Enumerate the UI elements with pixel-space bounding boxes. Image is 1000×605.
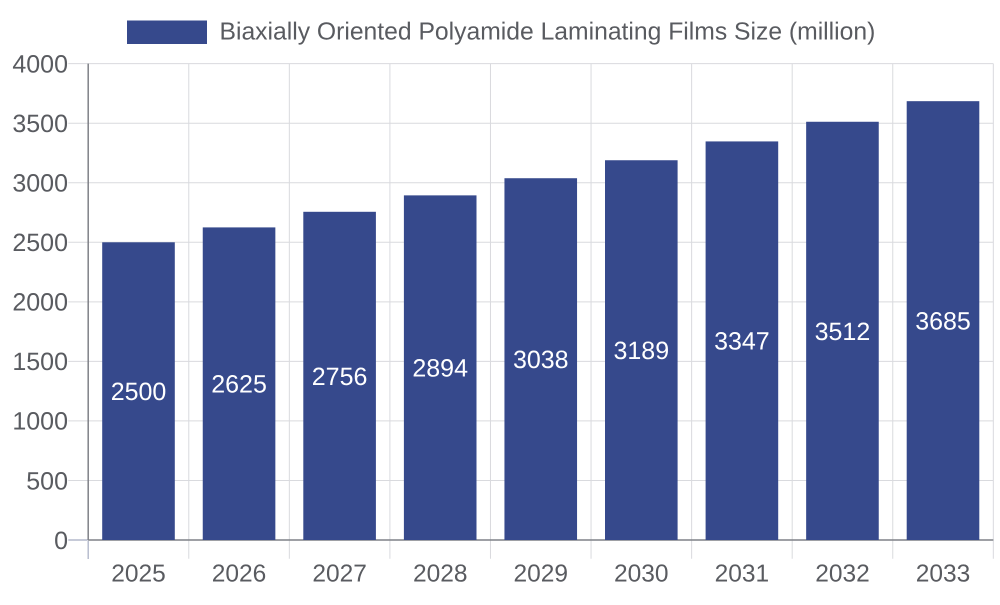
svg-text:0: 0 [54,527,68,555]
svg-text:2500: 2500 [111,378,167,406]
svg-text:2030: 2030 [614,561,669,588]
svg-text:500: 500 [26,467,68,495]
svg-text:3347: 3347 [714,328,770,356]
svg-text:3038: 3038 [513,346,569,374]
svg-text:2026: 2026 [212,561,267,588]
svg-text:3685: 3685 [915,307,971,335]
svg-text:2756: 2756 [312,363,368,391]
svg-text:Biaxially Oriented Polyamide L: Biaxially Oriented Polyamide Laminating … [220,19,876,46]
svg-text:2033: 2033 [916,561,971,588]
svg-text:2032: 2032 [815,561,870,588]
svg-text:2028: 2028 [413,561,468,588]
svg-text:2894: 2894 [412,355,468,383]
svg-text:2027: 2027 [312,561,367,588]
svg-text:2029: 2029 [513,561,568,588]
svg-text:1000: 1000 [12,408,68,436]
svg-text:2000: 2000 [12,289,68,317]
svg-text:3500: 3500 [12,110,68,138]
svg-text:2500: 2500 [12,229,68,257]
svg-text:2031: 2031 [715,561,770,588]
svg-text:1500: 1500 [12,348,68,376]
svg-text:2025: 2025 [111,561,166,588]
svg-text:3512: 3512 [815,318,871,346]
svg-text:3189: 3189 [613,337,669,365]
svg-text:3000: 3000 [12,170,68,198]
svg-text:2625: 2625 [211,371,267,399]
svg-text:4000: 4000 [12,50,68,78]
